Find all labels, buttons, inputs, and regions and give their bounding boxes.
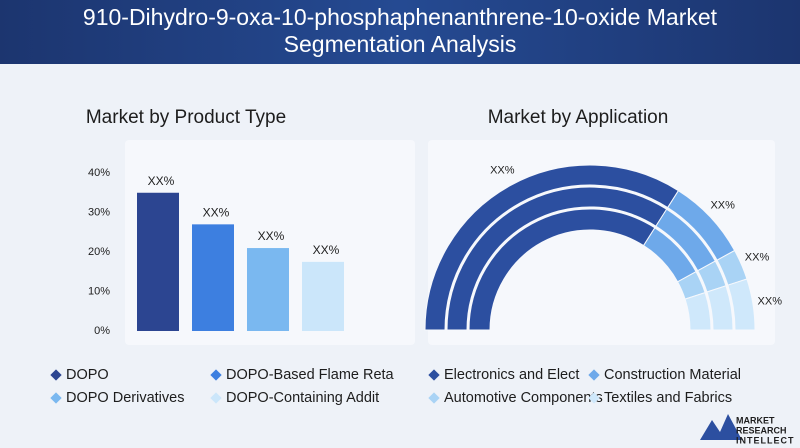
data-label: XX% <box>710 199 735 211</box>
legend-label: Electronics and Elect <box>444 367 579 383</box>
header-band: 910-Dihydro-9-oxa-10-phosphaphenanthrene… <box>0 0 800 64</box>
legend-label: DOPO <box>66 367 109 383</box>
donut-segment <box>727 278 756 331</box>
chart-title: Market by Application <box>488 107 669 128</box>
logo: MARKET RESEARCH INTELLECT <box>700 414 795 445</box>
legend-marker <box>210 369 222 381</box>
legend-label: Textiles and Fabrics <box>604 390 732 406</box>
data-label: XX% <box>490 164 515 176</box>
legend-marker <box>428 392 440 404</box>
y-tick-label: 20% <box>88 246 110 258</box>
legend-marker <box>588 392 600 404</box>
legend-marker <box>50 392 62 404</box>
data-label: XX% <box>203 206 230 220</box>
bar <box>137 192 179 331</box>
legend-marker <box>210 392 222 404</box>
legend-label: DOPO-Containing Addit <box>226 390 379 406</box>
bar <box>247 248 289 331</box>
y-tick-label: 0% <box>94 325 110 337</box>
logo-text: MARKET <box>736 415 775 425</box>
logo-icon <box>700 414 742 440</box>
legend-label: DOPO Derivatives <box>66 390 184 406</box>
y-tick-label: 30% <box>88 206 110 218</box>
data-label: XX% <box>258 229 285 243</box>
legend-label: DOPO-Based Flame Reta <box>226 367 395 383</box>
page-title: 910-Dihydro-9-oxa-10-phosphaphenanthrene… <box>82 4 718 57</box>
legend-label: Automotive Components <box>444 390 603 406</box>
y-tick-label: 10% <box>88 285 110 297</box>
donut-segment <box>706 285 734 331</box>
data-label: XX% <box>758 295 783 307</box>
data-label: XX% <box>313 243 340 257</box>
data-label: XX% <box>745 252 770 264</box>
bar <box>192 224 234 331</box>
bar <box>302 261 344 331</box>
chart-title: Market by Product Type <box>86 107 286 128</box>
legend-marker <box>50 369 62 381</box>
legend-marker <box>428 369 440 381</box>
legend-marker <box>588 369 600 381</box>
y-tick-label: 40% <box>88 167 110 179</box>
donut-segment <box>684 291 712 331</box>
logo-text: INTELLECT <box>736 435 795 445</box>
logo-text: RESEARCH <box>736 425 787 435</box>
legend-label: Construction Material <box>604 367 741 383</box>
data-label: XX% <box>148 174 175 188</box>
